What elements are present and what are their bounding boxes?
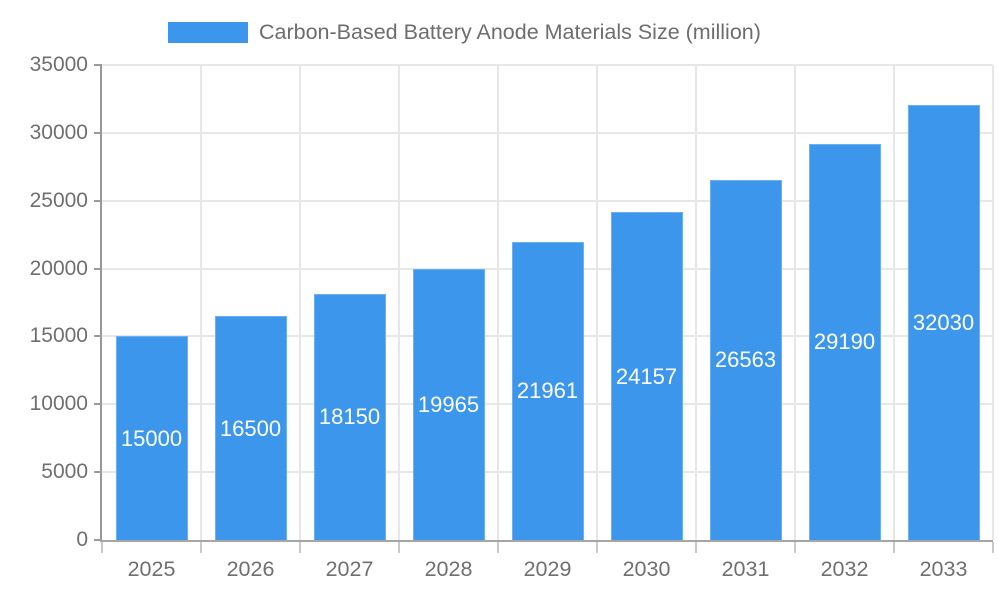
gridline-vertical — [200, 65, 202, 540]
gridline-vertical — [695, 65, 697, 540]
y-axis-tick — [94, 335, 102, 338]
bar[interactable]: 29190 — [808, 143, 881, 540]
legend-label: Carbon-Based Battery Anode Materials Siz… — [259, 19, 761, 44]
bar-value-label: 21961 — [516, 378, 579, 404]
legend-swatch — [168, 21, 248, 43]
gridline-horizontal — [102, 64, 993, 66]
x-axis-tick — [794, 542, 796, 553]
bar[interactable]: 21961 — [511, 241, 584, 540]
y-axis-label: 15000 — [29, 324, 88, 348]
bar-value-label: 32030 — [912, 310, 975, 336]
bar[interactable]: 15000 — [115, 336, 188, 540]
y-axis-tick — [94, 199, 102, 202]
y-axis-tick — [94, 471, 102, 474]
bar[interactable]: 19965 — [412, 269, 485, 540]
gridline-vertical — [794, 65, 796, 540]
y-axis-label: 30000 — [29, 120, 88, 144]
x-axis-label: 2030 — [622, 557, 671, 581]
bar-value-label: 26563 — [714, 347, 777, 373]
bar[interactable]: 16500 — [214, 316, 287, 540]
x-axis-tick — [596, 542, 598, 553]
x-axis-label: 2026 — [226, 557, 275, 581]
x-axis-label: 2033 — [919, 557, 968, 581]
gridline-vertical — [893, 65, 895, 540]
y-axis-line — [100, 65, 102, 542]
x-axis-tick — [695, 542, 697, 553]
y-axis-label: 20000 — [29, 256, 88, 280]
x-axis-label: 2028 — [424, 557, 473, 581]
bar[interactable]: 24157 — [610, 212, 683, 540]
bar-value-label: 18150 — [318, 404, 381, 430]
x-axis-line — [100, 540, 993, 542]
gridline-vertical — [398, 65, 400, 540]
bar-value-label: 24157 — [615, 363, 678, 389]
x-axis-label: 2032 — [820, 557, 869, 581]
legend-item[interactable]: Carbon-Based Battery Anode Materials Siz… — [168, 17, 761, 47]
gridline-vertical — [497, 65, 499, 540]
y-axis-tick — [94, 539, 102, 541]
x-axis-label: 2029 — [523, 557, 572, 581]
bar[interactable]: 18150 — [313, 293, 386, 540]
x-axis-label: 2025 — [127, 557, 176, 581]
y-axis-tick — [94, 403, 102, 406]
gridline-horizontal — [102, 131, 993, 134]
x-axis-tick — [200, 542, 202, 553]
bar[interactable]: 26563 — [709, 179, 782, 540]
y-axis-label: 25000 — [29, 188, 88, 212]
x-axis-tick — [299, 542, 301, 553]
x-axis-label: 2031 — [721, 557, 770, 581]
x-axis-label: 2027 — [325, 557, 374, 581]
y-axis-label: 35000 — [29, 53, 88, 76]
x-axis-tick — [497, 542, 499, 553]
gridline-vertical — [299, 65, 301, 540]
bar-value-label: 19965 — [417, 392, 480, 417]
plot-area: 15000 16500 18150 19965 21961 24157 26563 29190… — [102, 64, 994, 540]
bar-value-label: 16500 — [219, 415, 282, 441]
gridline-horizontal — [102, 199, 993, 202]
x-axis-tick — [893, 542, 895, 553]
bar-value-label: 29190 — [813, 329, 876, 355]
y-axis-tick — [94, 64, 102, 66]
y-axis-tick — [94, 267, 102, 270]
x-axis-tick — [398, 542, 400, 553]
y-axis-label: 5000 — [41, 460, 88, 484]
bar-value-label: 15000 — [120, 425, 183, 451]
x-axis-tick — [992, 542, 994, 553]
y-axis-label: 10000 — [29, 392, 88, 416]
gridline-vertical — [992, 65, 994, 540]
bar[interactable]: 32030 — [907, 105, 980, 540]
x-axis-tick — [101, 542, 103, 553]
gridline-vertical — [596, 65, 598, 540]
y-axis-label: 0 — [76, 528, 88, 551]
y-axis-tick — [94, 131, 102, 134]
